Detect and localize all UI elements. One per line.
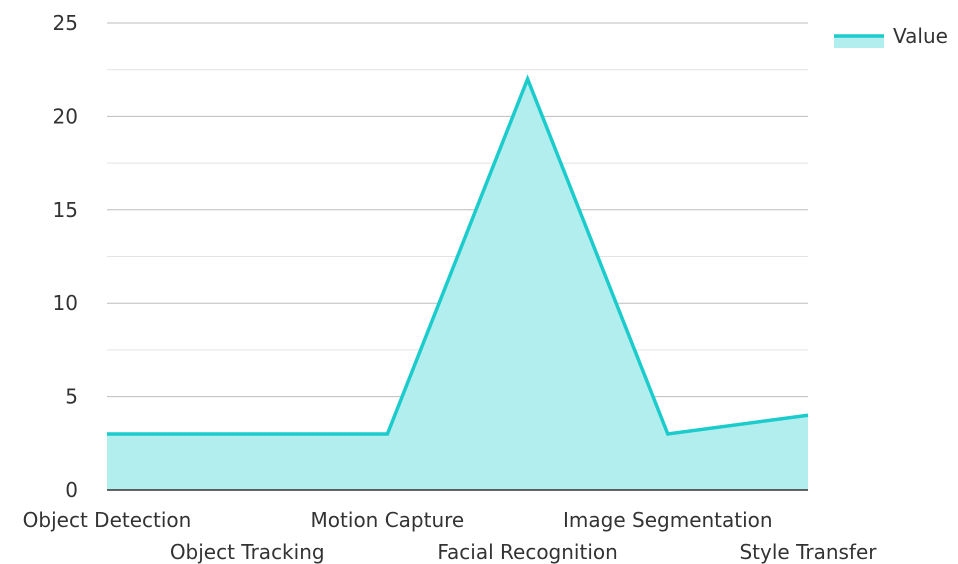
legend-swatch-fill <box>834 36 884 48</box>
y-tick-label: 10 <box>53 291 78 315</box>
legend: Value <box>834 24 948 48</box>
y-tick-label: 15 <box>53 198 78 222</box>
series-line-value <box>107 74 809 436</box>
y-tick-label: 5 <box>65 385 78 409</box>
x-tick-label: Facial Recognition <box>437 540 617 564</box>
x-tick-label: Motion Capture <box>311 508 465 532</box>
x-tick-label: Object Detection <box>23 508 192 532</box>
y-tick-label: 0 <box>65 478 78 502</box>
x-tick-label: Object Tracking <box>170 540 325 564</box>
y-tick-label: 20 <box>53 104 78 128</box>
x-tick-label: Style Transfer <box>739 540 877 564</box>
series-area-value <box>107 79 808 490</box>
y-tick-label: 25 <box>53 11 78 35</box>
legend-label: Value <box>893 24 948 48</box>
y-axis-tick-labels: 0 5 10 15 20 25 <box>53 11 78 502</box>
x-axis-tick-labels: Object Detection Object Tracking Motion Ca… <box>23 508 878 564</box>
x-tick-label: Image Segmentation <box>563 508 773 532</box>
